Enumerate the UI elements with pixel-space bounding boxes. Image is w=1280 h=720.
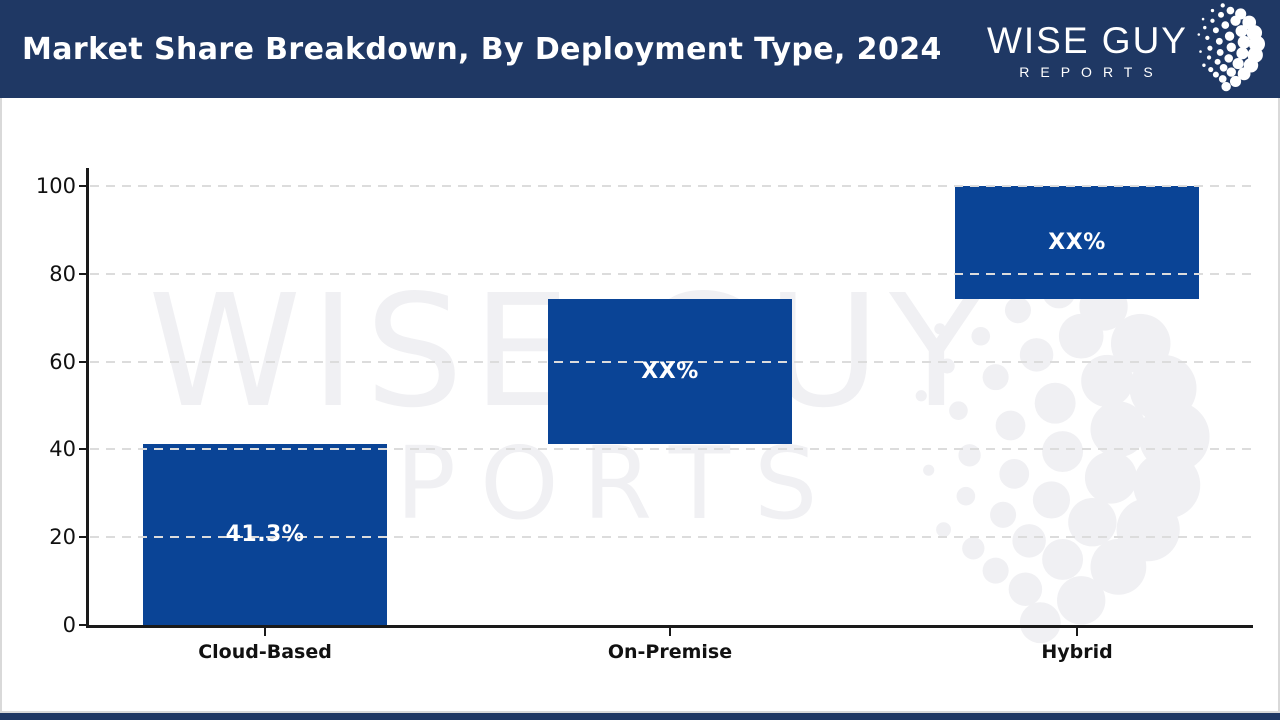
- gridline: [90, 360, 1253, 363]
- footer-accent-bar: [0, 713, 1280, 720]
- y-axis-tick-label: 80: [49, 261, 76, 286]
- x-tick: [669, 628, 671, 636]
- gridline: [90, 185, 1253, 187]
- x-axis: [86, 625, 1253, 628]
- logo-text: WISE GUY REPORTS: [987, 22, 1188, 80]
- y-axis-tick-label: 0: [62, 613, 76, 637]
- y-tick: [79, 536, 88, 539]
- watermark-dot-head-icon: [858, 238, 1230, 680]
- chart-panel: WISE GUY REPORTS 41.3% XX% XX% 0 20 40 60 80 100…: [0, 98, 1280, 713]
- y-tick: [79, 448, 88, 451]
- bar: [548, 298, 792, 444]
- y-tick: [79, 624, 88, 626]
- logo-subtitle: REPORTS: [1019, 64, 1164, 80]
- x-tick: [264, 628, 266, 636]
- bar-value-label: XX%: [641, 358, 699, 384]
- gridline: [90, 536, 1253, 539]
- x-axis-label: Cloud-Based: [198, 641, 332, 663]
- y-axis-tick-label: 20: [49, 525, 76, 550]
- x-axis-label: On-Premise: [607, 641, 733, 663]
- bar: [955, 186, 1199, 299]
- x-axis-label: Hybrid: [1041, 641, 1113, 663]
- y-tick: [79, 185, 88, 187]
- gridline: [90, 272, 1253, 275]
- y-axis-tick-label: 60: [49, 349, 76, 374]
- page-title: Market Share Breakdown, By Deployment Ty…: [22, 31, 942, 67]
- x-tick: [1076, 628, 1078, 636]
- bar-chart: 41.3% XX% XX% 0 20 40 60 80 100 Cloud-Based On-Pre…: [0, 98, 1280, 713]
- gridline: [90, 448, 1253, 451]
- y-tick: [79, 360, 88, 363]
- y-axis-tick-label: 40: [49, 437, 76, 462]
- bar-value-label: XX%: [1048, 229, 1106, 255]
- logo: WISE GUY REPORTS: [987, 2, 1270, 96]
- bar: [143, 443, 387, 625]
- header: Market Share Breakdown, By Deployment Ty…: [0, 0, 1280, 98]
- y-axis: [86, 168, 89, 628]
- y-tick: [79, 272, 88, 275]
- bar-value-label: 41.3%: [225, 521, 305, 547]
- logo-wordmark: WISE GUY: [986, 20, 1188, 61]
- y-axis-tick-label: 100: [35, 174, 76, 198]
- dot-head-profile-icon: [1184, 2, 1270, 96]
